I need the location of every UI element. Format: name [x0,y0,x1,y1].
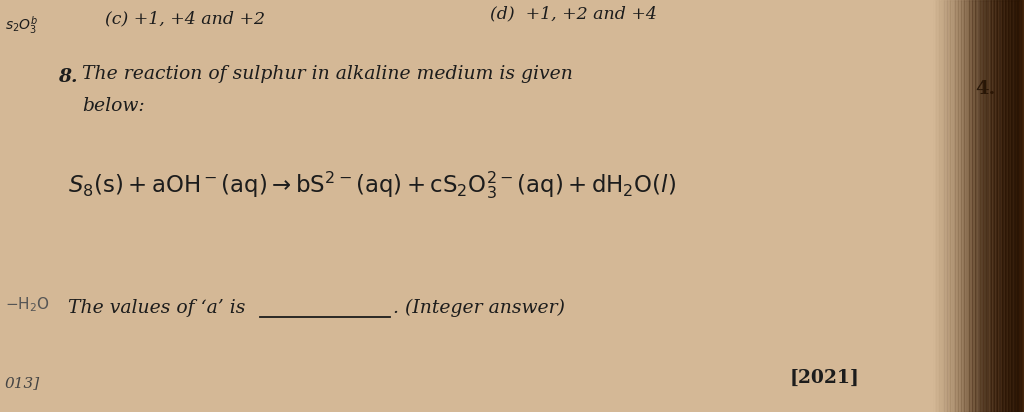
Text: below:: below: [82,97,144,115]
Bar [966,0,970,412]
Bar [963,0,967,412]
Bar [952,0,954,412]
Bar [999,0,1002,412]
Text: $\mathit{s_2O_3^b}$: $\mathit{s_2O_3^b}$ [5,14,38,36]
Bar [1014,0,1018,412]
Bar [947,0,950,412]
Bar [973,0,975,412]
Text: (d)  +1, +2 and +4: (d) +1, +2 and +4 [490,5,656,22]
Bar [956,0,959,412]
Bar [965,0,967,412]
Bar [1011,0,1015,412]
Bar [989,0,992,412]
Bar [950,0,953,412]
Bar [969,0,973,412]
Text: 8.: 8. [58,68,78,86]
Bar [959,0,963,412]
Bar [991,0,993,412]
Bar [971,0,973,412]
Bar [995,0,998,412]
Bar [963,0,966,412]
Bar [996,0,1000,412]
Bar [986,0,989,412]
Bar [936,0,939,412]
Bar [972,0,976,412]
Bar [987,0,991,412]
Bar [1021,0,1023,412]
Bar [976,0,978,412]
Bar [932,0,934,412]
Bar [1015,0,1017,412]
Bar [946,0,948,412]
Bar [997,0,999,412]
Bar [975,0,979,412]
Bar [1007,0,1010,412]
Bar [983,0,986,412]
Bar [1008,0,1012,412]
Text: The values of ‘a’ is: The values of ‘a’ is [68,299,246,317]
Bar [984,0,988,412]
Bar [938,0,940,412]
Bar [1019,0,1022,412]
Bar [1016,0,1019,412]
Bar [968,0,970,412]
Text: . (Integer answer): . (Integer answer) [393,299,565,317]
Bar [999,0,1001,412]
Bar [958,0,961,412]
Bar [1002,0,1005,412]
Text: [2021]: [2021] [790,369,860,387]
Bar [979,0,981,412]
Bar [966,0,969,412]
Bar [974,0,977,412]
Bar [993,0,997,412]
Bar [933,0,936,412]
Bar [935,0,937,412]
Text: $S_8\mathrm{(s)+aOH^-(aq)\rightarrow bS^{2-}(aq)+cS_2O_3^{2-}(aq)+dH_2O(\mathit{: $S_8\mathrm{(s)+aOH^-(aq)\rightarrow bS^… [68,169,676,201]
Bar [1002,0,1006,412]
Bar [990,0,994,412]
Bar [1013,0,1016,412]
Bar [992,0,995,412]
Bar [949,0,951,412]
Bar [930,0,933,412]
Bar [980,0,983,412]
Text: 4.: 4. [975,80,995,98]
Text: 013]: 013] [5,376,40,390]
Bar [1006,0,1008,412]
Bar [1018,0,1020,412]
Bar [1000,0,1004,412]
Bar [1005,0,1009,412]
Bar [1017,0,1021,412]
Text: (c) +1, +4 and +2: (c) +1, +4 and +2 [105,10,265,27]
Text: $\mathrm{-H_2O}$: $\mathrm{-H_2O}$ [5,296,50,314]
Bar [961,0,964,412]
Bar [944,0,946,412]
Bar [955,0,957,412]
Bar [981,0,985,412]
Bar [1009,0,1011,412]
Bar [962,0,964,412]
Text: The reaction of sulphur in alkaline medium is given: The reaction of sulphur in alkaline medi… [82,65,572,83]
Bar [953,0,956,412]
Bar [939,0,942,412]
Bar [1012,0,1014,412]
Bar [942,0,945,412]
Bar [985,0,987,412]
Bar [1004,0,1007,412]
Bar [978,0,982,412]
Bar [1010,0,1013,412]
Bar [941,0,943,412]
Bar [1022,0,1024,412]
Bar [977,0,980,412]
Bar [988,0,990,412]
Bar [994,0,996,412]
Bar [969,0,972,412]
Bar [982,0,984,412]
